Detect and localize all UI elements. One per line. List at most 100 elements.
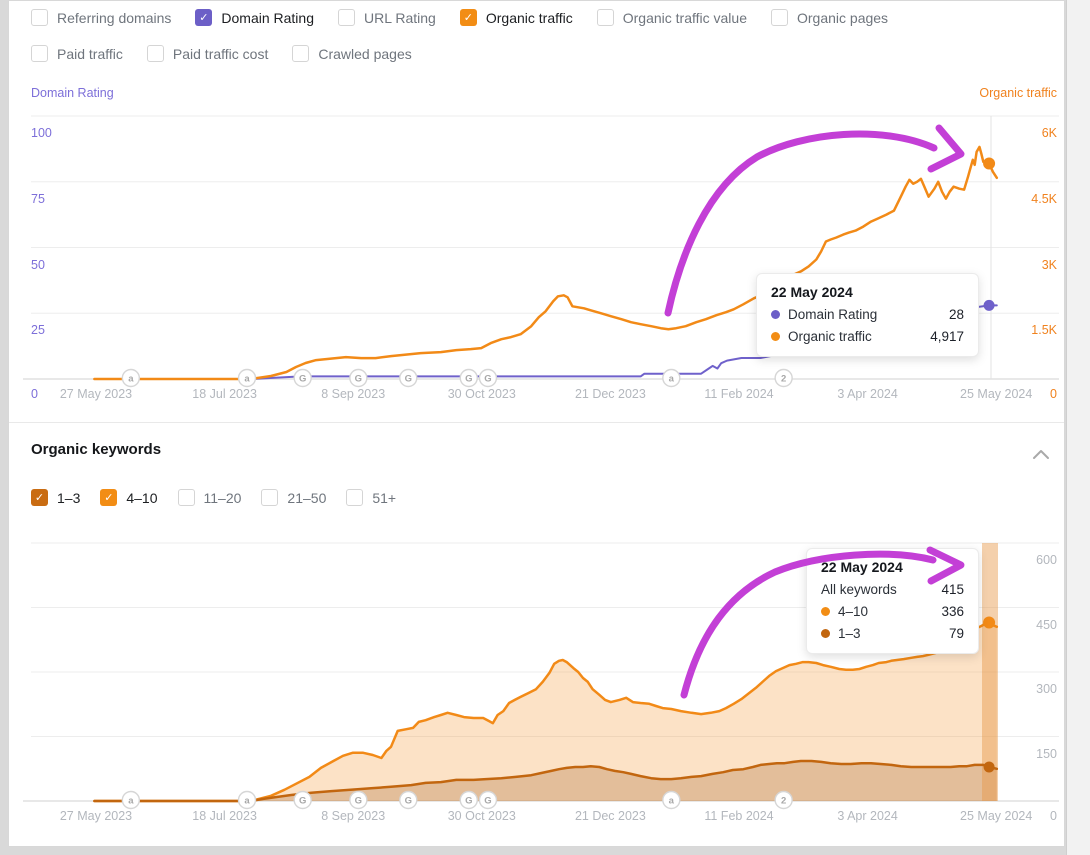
kw-y-tick: 600 bbox=[1036, 553, 1057, 567]
metric-checkbox-organic-pages[interactable]: Organic pages bbox=[771, 9, 888, 26]
event-marker-2[interactable]: 2 bbox=[774, 368, 793, 388]
event-marker-a[interactable]: a bbox=[121, 790, 141, 810]
position-filter-checkbox-4-10[interactable]: ✓ 4–10 bbox=[100, 489, 158, 506]
x-tick-label: 11 Feb 2024 bbox=[704, 387, 774, 401]
series-end-dot bbox=[983, 616, 996, 629]
svg-text:a: a bbox=[128, 373, 134, 384]
unchecked-checkbox-icon[interactable] bbox=[771, 9, 788, 26]
metric-checkbox-paid-traffic-cost[interactable]: Paid traffic cost bbox=[146, 45, 268, 62]
event-marker-G[interactable]: G bbox=[293, 790, 312, 810]
event-marker-G[interactable]: G bbox=[349, 790, 368, 810]
kw-y-tick: 300 bbox=[1036, 682, 1057, 696]
event-marker-G[interactable]: G bbox=[459, 790, 478, 810]
hover-highlight-band bbox=[982, 543, 998, 801]
unchecked-checkbox-icon[interactable] bbox=[346, 489, 364, 506]
unchecked-checkbox-icon[interactable] bbox=[31, 9, 48, 26]
svg-text:a: a bbox=[128, 795, 134, 806]
x-tick-label: 27 May 2023 bbox=[59, 809, 133, 823]
metric-checkbox-organic-traffic-value[interactable]: Organic traffic value bbox=[596, 9, 747, 26]
svg-text:G: G bbox=[465, 373, 472, 384]
x-tick-label: 18 Jul 2023 bbox=[192, 387, 257, 401]
svg-text:G: G bbox=[465, 795, 472, 806]
left-y-tick: 100 bbox=[31, 126, 52, 140]
checkbox-label: Referring domains bbox=[57, 9, 172, 26]
x-tick-label: 27 May 2023 bbox=[59, 387, 133, 401]
svg-text:G: G bbox=[299, 795, 306, 806]
checkbox-label: Organic traffic value bbox=[622, 9, 747, 26]
event-marker-a[interactable]: a bbox=[662, 368, 681, 388]
svg-text:a: a bbox=[669, 795, 675, 806]
unchecked-checkbox-icon[interactable] bbox=[292, 45, 310, 62]
pos-1-3-dot-icon bbox=[821, 629, 830, 638]
event-marker-G[interactable]: G bbox=[399, 368, 418, 388]
metric-checkbox-referring-domains[interactable]: Referring domains bbox=[31, 9, 171, 26]
tooltip-value: 79 bbox=[948, 626, 964, 641]
metric-checkbox-paid-traffic[interactable]: Paid traffic bbox=[31, 45, 123, 62]
event-marker-G[interactable]: G bbox=[293, 368, 312, 388]
collapse-chevron-up-icon[interactable] bbox=[1032, 449, 1050, 460]
event-marker-G[interactable]: G bbox=[478, 368, 498, 388]
checked-checkbox-icon[interactable]: ✓ bbox=[459, 9, 477, 26]
checkbox-label: 21–50 bbox=[287, 489, 327, 506]
tooltip-row: Domain Rating 28 bbox=[771, 307, 964, 322]
tooltip-value: 336 bbox=[941, 604, 964, 619]
pos-4-10-dot-icon bbox=[821, 607, 830, 616]
chart-tooltip: 22 May 2024 Domain Rating 28 Organic tra… bbox=[756, 273, 979, 357]
right-y-tick: 6K bbox=[1041, 126, 1057, 140]
unchecked-checkbox-icon[interactable] bbox=[31, 45, 48, 62]
left-axis-title: Domain Rating bbox=[31, 86, 114, 100]
event-marker-G[interactable]: G bbox=[349, 368, 368, 388]
checked-checkbox-icon[interactable]: ✓ bbox=[195, 9, 213, 26]
event-marker-a[interactable]: a bbox=[121, 368, 141, 388]
position-filter-checkbox-1-3[interactable]: ✓ 1–3 bbox=[31, 489, 80, 506]
keywords-tooltip: 22 May 2024 All keywords 415 4–10 336 1–… bbox=[806, 548, 979, 654]
tooltip-date: 22 May 2024 bbox=[771, 284, 853, 300]
tooltip-row: 1–3 79 bbox=[821, 626, 964, 641]
tooltip-row: All keywords 415 bbox=[821, 582, 964, 597]
metric-checkbox-crawled-pages[interactable]: Crawled pages bbox=[292, 45, 412, 62]
event-marker-2[interactable]: 2 bbox=[774, 790, 793, 810]
x-tick-label: 3 Apr 2024 bbox=[837, 387, 898, 401]
metric-checkbox-organic-traffic[interactable]: ✓ Organic traffic bbox=[459, 9, 573, 26]
position-filter-checkbox-21-50[interactable]: 21–50 bbox=[261, 489, 326, 506]
event-marker-G[interactable]: G bbox=[399, 790, 418, 810]
x-tick-label: 21 Dec 2023 bbox=[574, 387, 646, 401]
right-axis-title: Organic traffic bbox=[979, 86, 1057, 100]
left-y-tick: 75 bbox=[31, 192, 45, 206]
x-tick-label: 11 Feb 2024 bbox=[704, 809, 774, 823]
tooltip-label: 1–3 bbox=[838, 626, 861, 641]
svg-text:G: G bbox=[299, 373, 306, 384]
svg-text:G: G bbox=[355, 373, 362, 384]
scrollbar-gutter[interactable] bbox=[1066, 0, 1090, 855]
kw-y-tick: 450 bbox=[1036, 618, 1057, 632]
x-tick-label: 8 Sep 2023 bbox=[321, 387, 386, 401]
event-marker-a[interactable]: a bbox=[237, 368, 257, 388]
x-tick-label: 21 Dec 2023 bbox=[574, 809, 646, 823]
position-filter-checkbox-11-20[interactable]: 11–20 bbox=[177, 489, 241, 506]
metrics-panel: Referring domains ✓ Domain Rating URL Ratin… bbox=[8, 0, 1065, 847]
x-tick-label: 8 Sep 2023 bbox=[321, 809, 386, 823]
unchecked-checkbox-icon[interactable] bbox=[177, 489, 195, 506]
series-end-dot bbox=[983, 299, 995, 311]
event-marker-G[interactable]: G bbox=[459, 368, 478, 388]
unchecked-checkbox-icon[interactable] bbox=[261, 489, 279, 506]
checkbox-label: 1–3 bbox=[57, 489, 81, 506]
unchecked-checkbox-icon[interactable] bbox=[338, 9, 355, 26]
event-marker-a[interactable]: a bbox=[662, 790, 681, 810]
position-filter-checkbox-51[interactable]: 51+ bbox=[346, 489, 396, 506]
metric-checkbox-url-rating[interactable]: URL Rating bbox=[338, 9, 436, 26]
unchecked-checkbox-icon[interactable] bbox=[146, 45, 164, 62]
left-y-zero: 0 bbox=[31, 387, 38, 401]
checked-checkbox-icon[interactable]: ✓ bbox=[100, 489, 118, 506]
left-y-tick: 50 bbox=[31, 258, 45, 272]
metric-checkbox-domain-rating[interactable]: ✓ Domain Rating bbox=[195, 9, 314, 26]
unchecked-checkbox-icon[interactable] bbox=[596, 9, 614, 26]
keyword-position-filter-row: ✓ 1–3 ✓ 4–10 11–20 21–50 51+ bbox=[31, 489, 396, 506]
checkbox-label: Organic traffic bbox=[485, 9, 573, 26]
checkbox-label: 51+ bbox=[372, 489, 397, 506]
event-marker-a[interactable]: a bbox=[237, 790, 257, 810]
checked-checkbox-icon[interactable]: ✓ bbox=[31, 489, 48, 506]
event-marker-G[interactable]: G bbox=[478, 790, 498, 810]
checkbox-label: 4–10 bbox=[126, 489, 158, 506]
